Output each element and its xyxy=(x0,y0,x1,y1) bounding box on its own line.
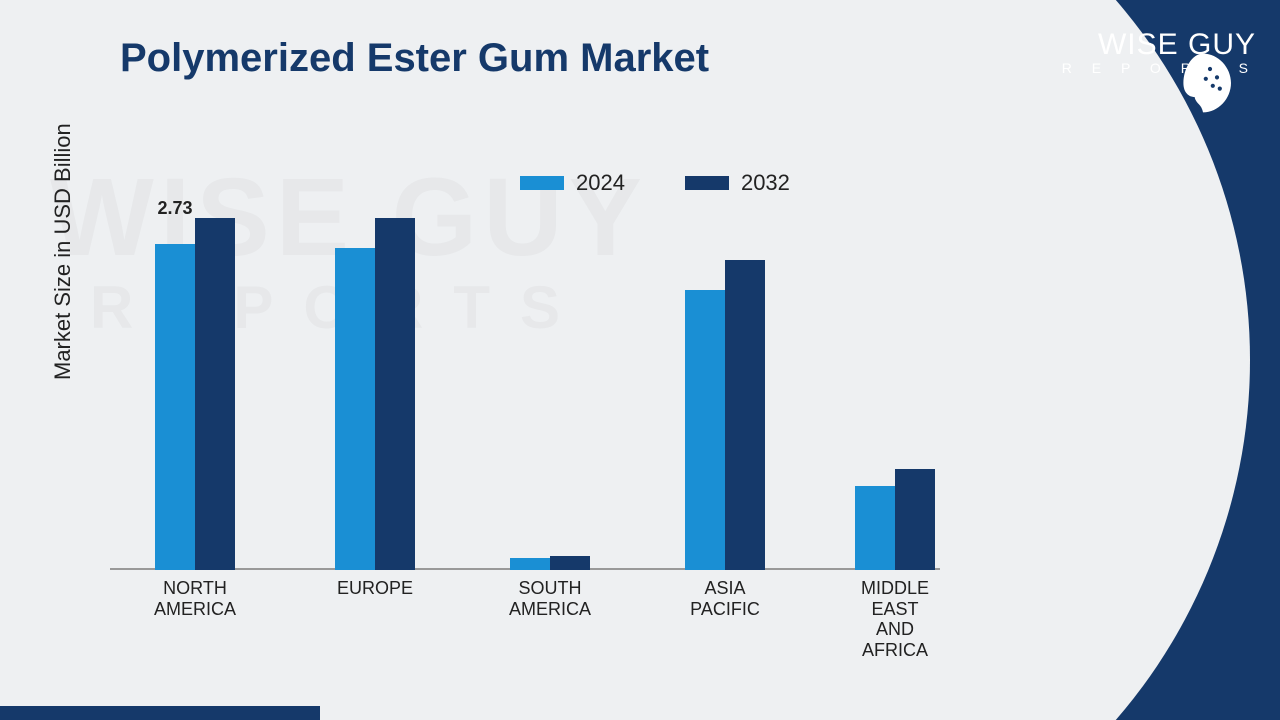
chart-stage: WISE GUYREPORTS Polymerized Ester Gum Ma… xyxy=(0,0,1280,720)
y-axis-label: Market Size in USD Billion xyxy=(50,123,76,380)
plot-area: NORTHAMERICA2.73EUROPESOUTHAMERICAASIAPA… xyxy=(110,200,940,570)
bar-2032 xyxy=(550,556,590,570)
bar-2032 xyxy=(375,218,415,570)
category-label: NORTHAMERICA xyxy=(120,570,270,619)
footer-accent-bar xyxy=(0,706,320,720)
legend-item-2032: 2032 xyxy=(685,170,790,196)
bar-value-label: 2.73 xyxy=(157,198,192,219)
category-label: SOUTHAMERICA xyxy=(475,570,625,619)
bar-2024 xyxy=(155,244,195,570)
legend-label-2024: 2024 xyxy=(576,170,625,196)
chart-title: Polymerized Ester Gum Market xyxy=(120,36,709,81)
category-label: EUROPE xyxy=(300,570,450,599)
category-label: MIDDLEEASTANDAFRICA xyxy=(820,570,970,661)
bar-2032 xyxy=(895,469,935,570)
bar-2024 xyxy=(685,290,725,570)
bar-2032 xyxy=(725,260,765,570)
brand-logo-text: WISE GUY R E P O R T S xyxy=(1062,28,1256,76)
legend-item-2024: 2024 xyxy=(520,170,625,196)
legend-label-2032: 2032 xyxy=(741,170,790,196)
legend-swatch-2024 xyxy=(520,176,564,190)
legend-swatch-2032 xyxy=(685,176,729,190)
category-label: ASIAPACIFIC xyxy=(650,570,800,619)
bar-2024 xyxy=(855,486,895,570)
bar-2032 xyxy=(195,218,235,570)
bar-2024 xyxy=(335,248,375,570)
bar-2024 xyxy=(510,558,550,570)
brand-head-icon xyxy=(1168,48,1238,118)
legend: 2024 2032 xyxy=(520,170,790,196)
